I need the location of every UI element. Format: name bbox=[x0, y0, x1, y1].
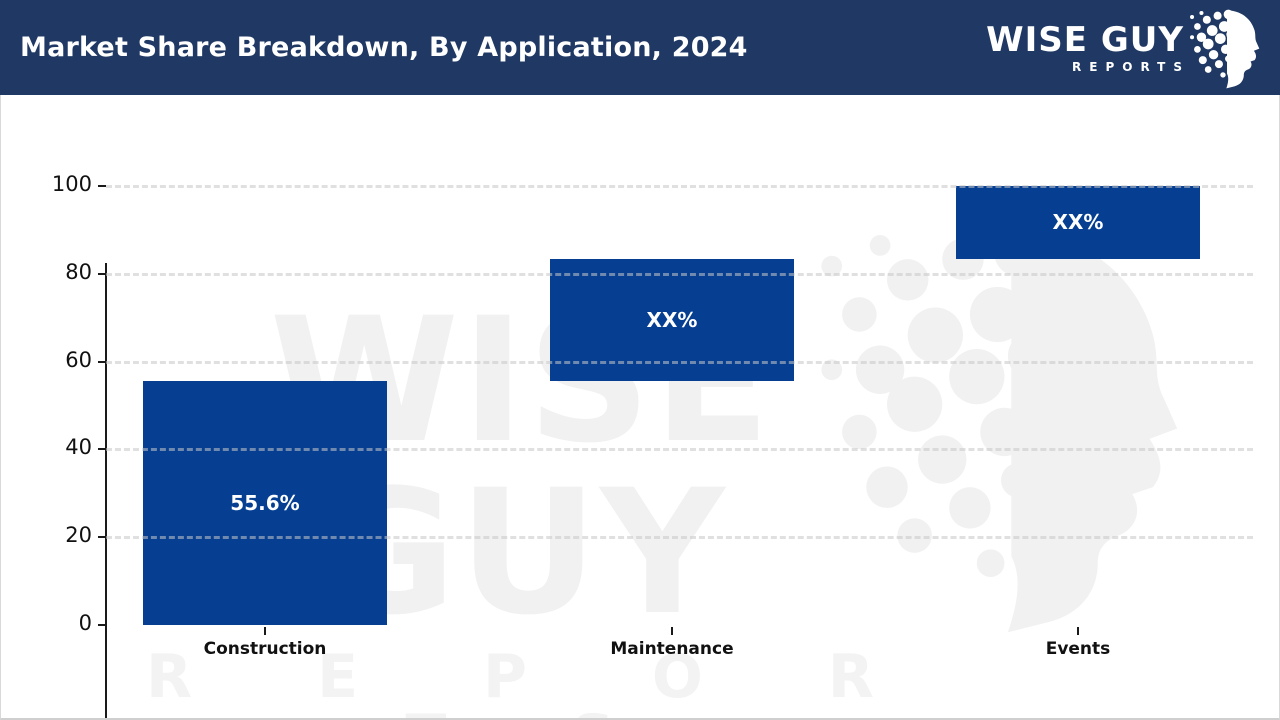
y-tick-0 bbox=[98, 624, 106, 626]
y-tick-label-100: 100 bbox=[51, 172, 92, 196]
y-tick-60 bbox=[98, 360, 106, 363]
y-tick-label-0: 0 bbox=[78, 611, 92, 635]
y-tick-20 bbox=[98, 536, 106, 539]
bar-value-label: XX% bbox=[1052, 210, 1104, 235]
logo-subtext: REPORTS bbox=[1072, 59, 1190, 74]
chart-title: Market Share Breakdown, By Application, … bbox=[20, 32, 748, 63]
bar-value-label: 55.6% bbox=[230, 490, 300, 515]
chart-area: WISE GUY R E P O R T S 55.6% XX% XX% Con… bbox=[0, 95, 1280, 720]
bar-value-label: XX% bbox=[646, 307, 698, 332]
x-axis-label-events: Events bbox=[1045, 639, 1111, 659]
y-tick-label-40: 40 bbox=[65, 435, 92, 460]
bar-construction: 55.6% bbox=[143, 380, 387, 625]
x-tick-Construction bbox=[264, 627, 266, 635]
bar-events: XX% bbox=[956, 186, 1200, 259]
y-tick-label-20: 20 bbox=[65, 523, 92, 548]
logo-text: WISE GUY REPORTS bbox=[986, 23, 1184, 73]
gridline-80 bbox=[106, 272, 1253, 276]
y-axis-line bbox=[105, 263, 107, 718]
y-tick-100 bbox=[98, 185, 106, 187]
wise-guy-head-icon bbox=[1190, 9, 1260, 88]
y-tick-80 bbox=[98, 272, 106, 275]
x-tick-Events bbox=[1077, 627, 1079, 635]
wise-guy-logo: WISE GUY REPORTS bbox=[986, 7, 1262, 89]
chart-header: Market Share Breakdown, By Application, … bbox=[0, 0, 1280, 95]
y-tick-label-60: 60 bbox=[65, 347, 92, 372]
y-tick-label-80: 80 bbox=[65, 259, 92, 284]
x-tick-Maintenance bbox=[671, 627, 673, 635]
watermark-head-icon bbox=[821, 228, 1178, 633]
gridline-100 bbox=[106, 185, 1253, 188]
x-axis-label-construction: Construction bbox=[203, 639, 327, 659]
logo-wordmark: WISE GUY bbox=[986, 19, 1184, 60]
bar-maintenance: XX% bbox=[550, 258, 794, 381]
gridline-40 bbox=[106, 448, 1253, 452]
y-tick-40 bbox=[98, 448, 106, 451]
gridline-20 bbox=[106, 536, 1253, 540]
gridline-60 bbox=[106, 360, 1253, 364]
x-axis-label-maintenance: Maintenance bbox=[610, 639, 734, 659]
